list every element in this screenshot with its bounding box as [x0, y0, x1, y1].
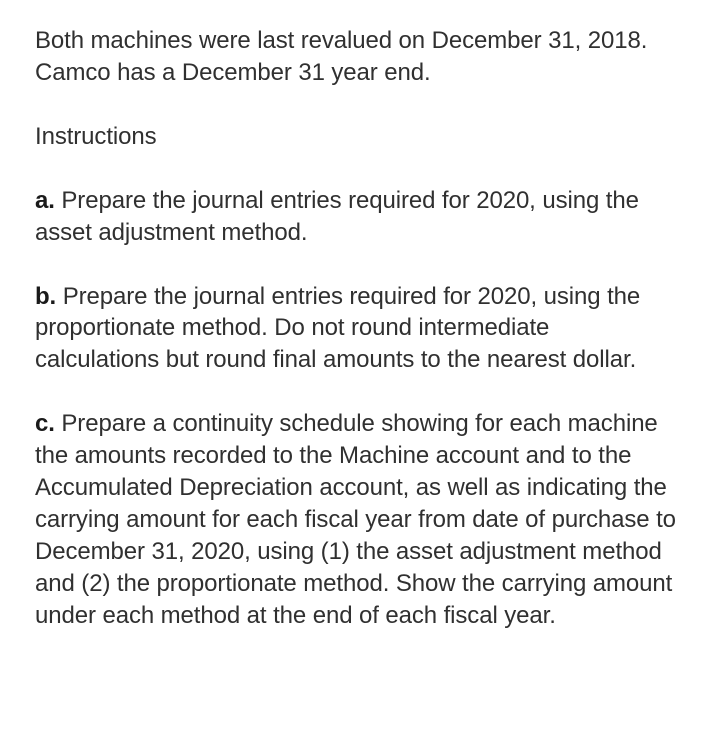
item-a-text: Prepare the journal entries required for…	[35, 187, 639, 246]
item-a: a. Prepare the journal entries required …	[35, 185, 678, 249]
item-c-label: c.	[35, 410, 55, 437]
item-b-text: Prepare the journal entries required for…	[35, 283, 640, 374]
item-b-label: b.	[35, 283, 56, 310]
item-c-text: Prepare a continuity schedule showing fo…	[35, 410, 676, 628]
intro-paragraph: Both machines were last revalued on Dece…	[35, 25, 678, 89]
item-b: b. Prepare the journal entries required …	[35, 281, 678, 377]
instructions-heading: Instructions	[35, 121, 678, 153]
intro-text: Both machines were last revalued on Dece…	[35, 27, 647, 86]
instructions-heading-text: Instructions	[35, 123, 157, 150]
item-a-label: a.	[35, 187, 55, 214]
item-c: c. Prepare a continuity schedule showing…	[35, 408, 678, 631]
